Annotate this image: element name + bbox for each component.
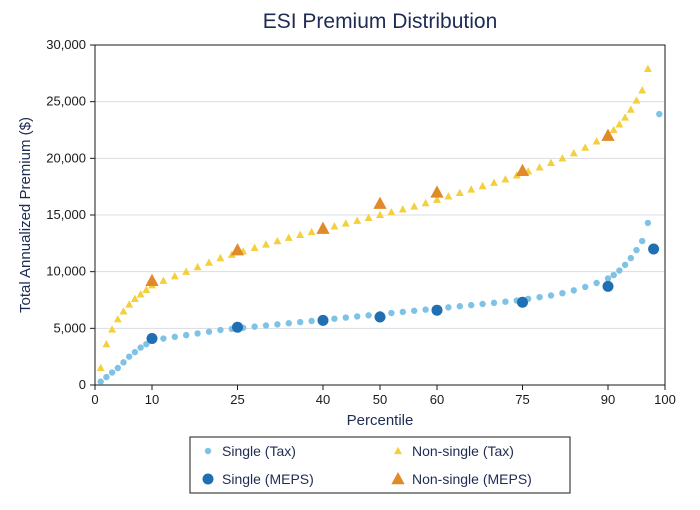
data-point xyxy=(354,313,360,319)
y-tick-label: 15,000 xyxy=(46,207,86,222)
x-tick-label: 10 xyxy=(145,392,159,407)
data-point xyxy=(559,290,565,296)
data-point xyxy=(536,294,542,300)
y-tick-label: 30,000 xyxy=(46,37,86,52)
x-tick-label: 100 xyxy=(654,392,676,407)
data-point xyxy=(120,359,126,365)
data-point xyxy=(491,300,497,306)
x-tick-label: 50 xyxy=(373,392,387,407)
data-point xyxy=(147,333,158,344)
x-tick-label: 40 xyxy=(316,392,330,407)
y-tick-label: 10,000 xyxy=(46,264,86,279)
data-point xyxy=(388,310,394,316)
data-point xyxy=(445,304,451,310)
y-tick-label: 25,000 xyxy=(46,94,86,109)
data-point xyxy=(502,299,508,305)
data-point xyxy=(103,374,109,380)
data-point xyxy=(411,308,417,314)
data-point xyxy=(203,474,214,485)
esi-premium-chart: 0 10 25 40 50 60 75 90 100 0 5,000 10,000 15,000 20,0… xyxy=(0,0,700,510)
legend-label: Non-single (MEPS) xyxy=(412,471,532,487)
data-point xyxy=(611,272,617,278)
x-tick-label: 60 xyxy=(430,392,444,407)
data-point xyxy=(109,369,115,375)
legend-label: Single (MEPS) xyxy=(222,471,314,487)
x-tick-label: 0 xyxy=(91,392,98,407)
chart-container: 0 10 25 40 50 60 75 90 100 0 5,000 10,000 15,000 20,0… xyxy=(0,0,700,510)
data-point xyxy=(571,287,577,293)
data-point xyxy=(375,312,386,323)
data-point xyxy=(137,344,143,350)
data-point xyxy=(263,322,269,328)
data-point xyxy=(605,275,611,281)
data-point xyxy=(115,365,121,371)
data-point xyxy=(318,315,329,326)
data-point xyxy=(251,323,257,329)
data-point xyxy=(132,349,138,355)
data-point xyxy=(582,284,588,290)
x-tick-label: 25 xyxy=(230,392,244,407)
data-point xyxy=(593,280,599,286)
data-point xyxy=(232,322,243,333)
legend-label: Single (Tax) xyxy=(222,443,296,459)
data-point xyxy=(206,329,212,335)
data-point xyxy=(633,247,639,253)
data-point xyxy=(308,318,314,324)
data-point xyxy=(616,267,622,273)
x-tick-label: 75 xyxy=(515,392,529,407)
data-point xyxy=(297,319,303,325)
x-tick-label: 90 xyxy=(601,392,615,407)
data-point xyxy=(365,312,371,318)
data-point xyxy=(160,335,166,341)
data-point xyxy=(422,306,428,312)
data-point xyxy=(217,327,223,333)
data-point xyxy=(98,378,104,384)
data-point xyxy=(183,332,189,338)
data-point xyxy=(126,353,132,359)
data-point xyxy=(603,281,614,292)
data-point xyxy=(457,303,463,309)
data-point xyxy=(517,297,528,308)
data-point xyxy=(400,309,406,315)
data-point xyxy=(479,301,485,307)
data-point xyxy=(548,292,554,298)
data-point xyxy=(622,262,628,268)
data-point xyxy=(645,220,651,226)
data-point xyxy=(648,244,659,255)
data-point xyxy=(639,238,645,244)
y-axis-label: Total Annualized Premium ($) xyxy=(17,117,34,313)
y-tick-label: 0 xyxy=(79,377,86,392)
x-axis-label: Percentile xyxy=(347,412,414,429)
data-point xyxy=(656,111,662,117)
legend-label: Non-single (Tax) xyxy=(412,443,514,459)
y-tick-label: 20,000 xyxy=(46,150,86,165)
y-tick-label: 5,000 xyxy=(53,320,86,335)
chart-title: ESI Premium Distribution xyxy=(263,10,498,33)
data-point xyxy=(432,305,443,316)
data-point xyxy=(628,255,634,261)
data-point xyxy=(331,316,337,322)
data-point xyxy=(286,320,292,326)
data-point xyxy=(205,448,211,454)
data-point xyxy=(343,314,349,320)
data-point xyxy=(468,302,474,308)
data-point xyxy=(194,330,200,336)
data-point xyxy=(274,321,280,327)
data-point xyxy=(172,334,178,340)
